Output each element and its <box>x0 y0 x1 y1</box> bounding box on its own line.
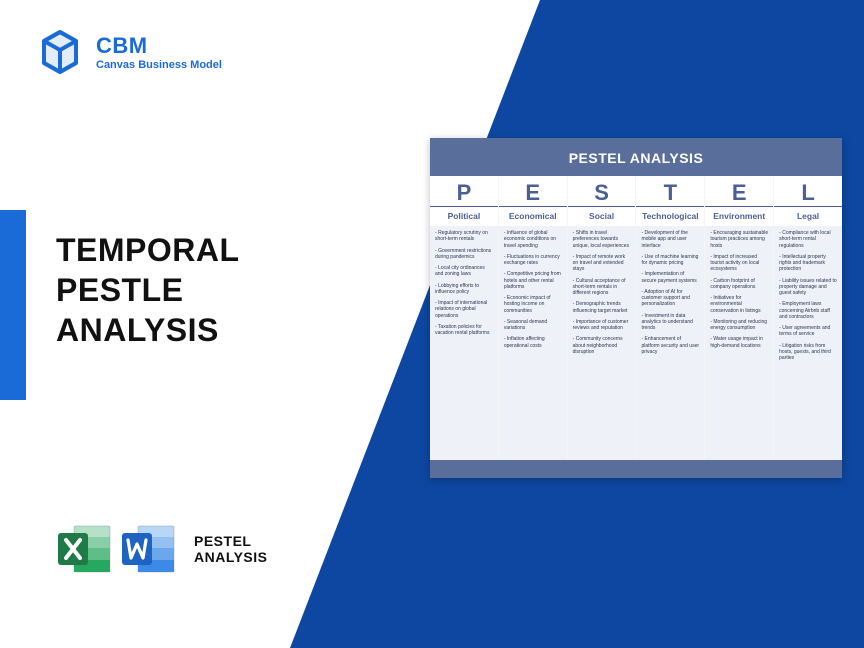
pestel-column: LLegal Compliance with local short-term r… <box>774 176 842 460</box>
pestel-item: Cultural acceptance of short-term rental… <box>573 278 631 297</box>
pestel-item: Government restrictions during pandemics <box>435 248 493 261</box>
pestel-item: Implementation of secure payment systems <box>641 271 699 284</box>
pestel-items: Influence of global economic conditions … <box>499 226 567 460</box>
pestel-item: Investment in data analytics to understa… <box>641 313 699 332</box>
pestel-items: Regulatory scrutiny on short-term rental… <box>430 226 498 460</box>
pestel-letter: S <box>568 176 636 207</box>
pestel-item: Community concerns about neighborhood di… <box>573 336 631 355</box>
file-format-label: PESTEL ANALYSIS <box>194 533 268 565</box>
logo-icon <box>36 28 84 76</box>
pestel-item: Development of the mobile app and user i… <box>641 230 699 249</box>
pestel-item: Impact of remote work on travel and exte… <box>573 254 631 273</box>
pestel-analysis-card: PESTEL ANALYSIS PPolitical Regulatory scr… <box>430 138 842 478</box>
file-format-label-1: PESTEL <box>194 533 268 549</box>
pestel-column: TTechnological Development of the mobile … <box>636 176 705 460</box>
pestel-heading: Economical <box>499 207 567 226</box>
pestel-item: Initiatives for environmental conservati… <box>710 295 768 314</box>
pestel-item: Liability issues related to property dam… <box>779 278 837 297</box>
pestel-item: Local city ordinances and zoning laws <box>435 265 493 278</box>
pestel-item: Monitoring and reducing energy consumpti… <box>710 319 768 332</box>
pestel-item: Seasonal demand variations <box>504 319 562 332</box>
logo: CBM Canvas Business Model <box>36 28 222 76</box>
title-line-2: PESTLE <box>56 270 240 310</box>
word-icon <box>120 520 178 578</box>
pestel-item: Enhancement of platform security and use… <box>641 336 699 355</box>
brand-tagline: Canvas Business Model <box>96 59 222 71</box>
pestel-item: Impact of international relations on glo… <box>435 300 493 319</box>
pestel-item: Adoption of AI for customer support and … <box>641 289 699 308</box>
pestel-column: SSocial Shifts in travel preferences towa… <box>568 176 637 460</box>
excel-icon <box>56 520 114 578</box>
pestel-item: Fluctuations in currency exchange rates <box>504 254 562 267</box>
pestel-item: Carbon footprint of company operations <box>710 278 768 291</box>
pestel-card-title: PESTEL ANALYSIS <box>430 138 842 176</box>
page-title: TEMPORAL PESTLE ANALYSIS <box>56 230 240 350</box>
pestel-letter: T <box>636 176 704 207</box>
pestel-item: Influence of global economic conditions … <box>504 230 562 249</box>
pestel-items: Encouraging sustainable tourism practice… <box>705 226 773 460</box>
pestel-card-footer <box>430 460 842 478</box>
pestel-item: Employment laws concerning Airbnb staff … <box>779 301 837 320</box>
pestel-item: Competitive pricing from hotels and othe… <box>504 271 562 290</box>
pestel-item: Use of machine learning for dynamic pric… <box>641 254 699 267</box>
pestel-item: User agreements and terms of service <box>779 325 837 338</box>
pestel-item: Shifts in travel preferences towards uni… <box>573 230 631 249</box>
pestel-grid: PPolitical Regulatory scrutiny on short-t… <box>430 176 842 460</box>
pestel-items: Development of the mobile app and user i… <box>636 226 704 460</box>
title-line-3: ANALYSIS <box>56 310 240 350</box>
pestel-items: Shifts in travel preferences towards uni… <box>568 226 636 460</box>
pestel-item: Water usage impact in high-demand locati… <box>710 336 768 349</box>
pestel-column: EEnvironment Encouraging sustainable tour… <box>705 176 774 460</box>
pestel-item: Encouraging sustainable tourism practice… <box>710 230 768 249</box>
pestel-item: Lobbying efforts to influence policy <box>435 283 493 296</box>
pestel-item: Intellectual property rights and tradema… <box>779 254 837 273</box>
pestel-letter: P <box>430 176 498 207</box>
accent-bar <box>0 210 26 400</box>
pestel-item: Taxation policies for vacation rental pl… <box>435 324 493 337</box>
pestel-item: Litigation risks from hosts, guests, and… <box>779 343 837 362</box>
pestel-column: PPolitical Regulatory scrutiny on short-t… <box>430 176 499 460</box>
pestel-letter: E <box>499 176 567 207</box>
pestel-item: Inflation affecting operational costs <box>504 336 562 349</box>
pestel-heading: Political <box>430 207 498 226</box>
pestel-heading: Legal <box>774 207 842 226</box>
pestel-letter: L <box>774 176 842 207</box>
pestel-item: Economic impact of hosting income on com… <box>504 295 562 314</box>
pestel-letter: E <box>705 176 773 207</box>
pestel-item: Importance of customer reviews and reput… <box>573 319 631 332</box>
pestel-heading: Technological <box>636 207 704 226</box>
file-format-label-2: ANALYSIS <box>194 549 268 565</box>
pestel-item: Regulatory scrutiny on short-term rental… <box>435 230 493 243</box>
file-format-icons: PESTEL ANALYSIS <box>56 520 268 578</box>
title-line-1: TEMPORAL <box>56 230 240 270</box>
pestel-item: Compliance with local short-term rental … <box>779 230 837 249</box>
pestel-items: Compliance with local short-term rental … <box>774 226 842 460</box>
brand-name: CBM <box>96 33 222 59</box>
pestel-item: Impact of increased tourist activity on … <box>710 254 768 273</box>
pestel-column: EEconomical Influence of global economic … <box>499 176 568 460</box>
pestel-heading: Social <box>568 207 636 226</box>
pestel-item: Demographic trends influencing target ma… <box>573 301 631 314</box>
pestel-heading: Environment <box>705 207 773 226</box>
